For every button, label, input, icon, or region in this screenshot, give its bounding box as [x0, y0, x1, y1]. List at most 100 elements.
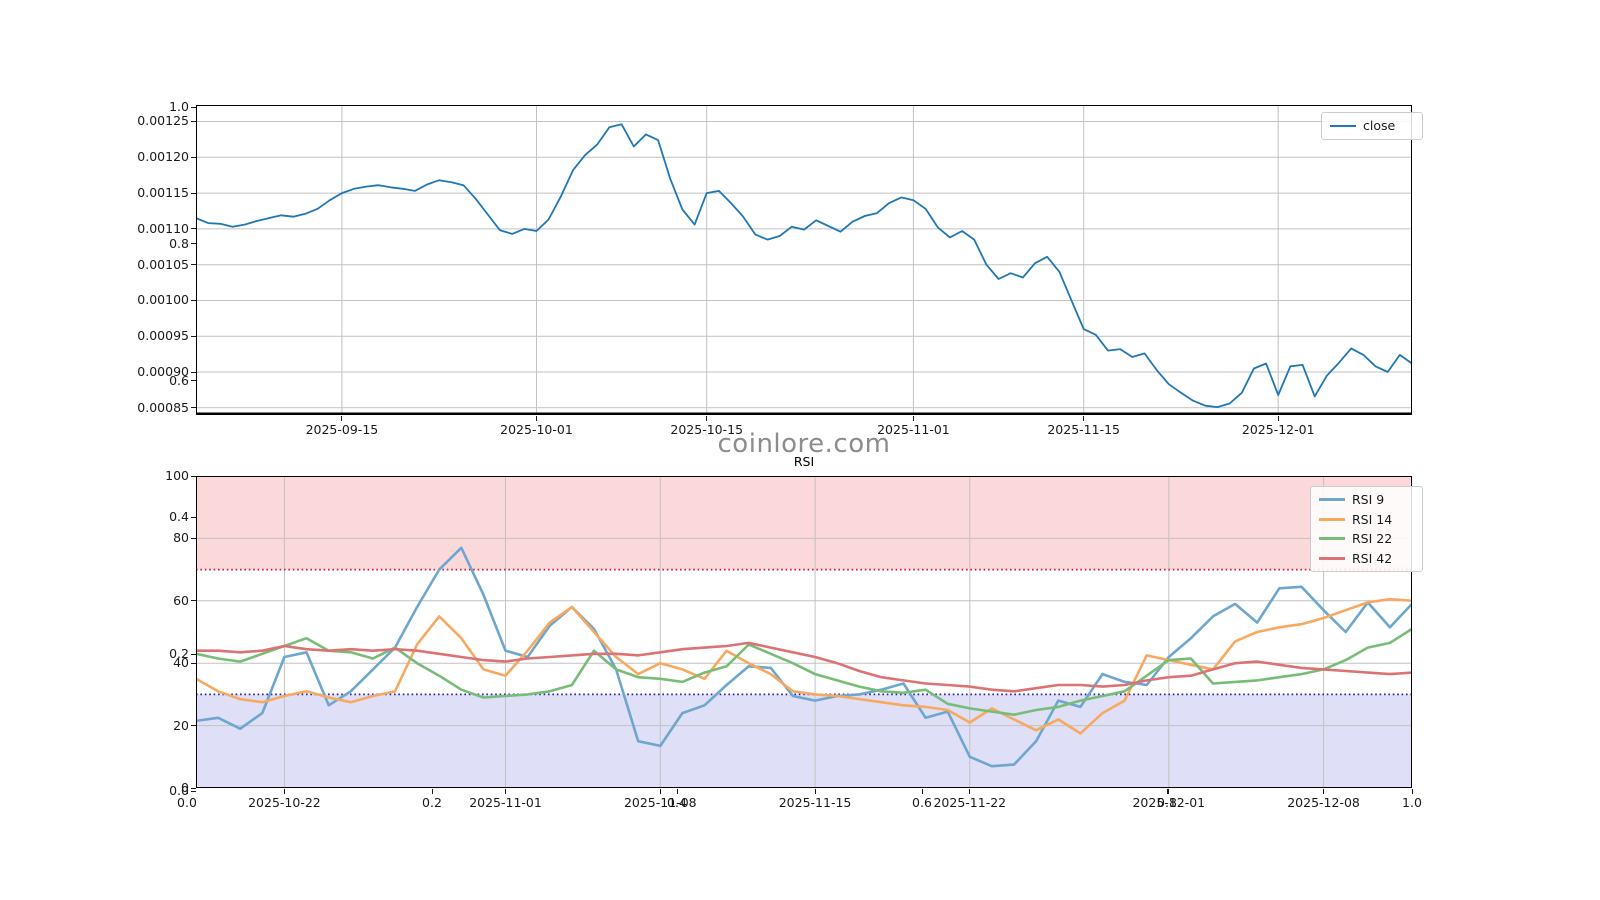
close-line — [196, 123, 1412, 409]
x-tick-mark — [1083, 416, 1085, 421]
legend-box: RSI 9 RSI 14 RSI 22 RSI 42 — [1310, 486, 1423, 572]
y-tick-label: 60 — [173, 592, 189, 608]
watermark-text: coinlore.com — [717, 429, 891, 459]
twin-y-tick-mark — [191, 243, 196, 245]
x-tick-mark — [1168, 789, 1170, 794]
twin-y-tick-mark — [191, 653, 196, 655]
x-tick-mark — [969, 789, 971, 794]
rsi-42-line — [196, 641, 1412, 693]
x-tick-label: 2025-12-08 — [1287, 795, 1360, 810]
x-tick-mark — [535, 416, 537, 421]
x-tick-label: 2025-11-01 — [877, 422, 950, 437]
twin-y-tick-label: 0.2 — [169, 646, 189, 662]
x-tick-mark — [1323, 789, 1325, 794]
twin-y-tick-label: 1.0 — [169, 99, 189, 114]
legend-row: RSI 42 — [1319, 549, 1414, 569]
rsi-9-line — [196, 546, 1412, 768]
twin-x-tick-mark — [1166, 789, 1168, 794]
legend-row: RSI 9 — [1319, 490, 1414, 510]
legend-label: RSI 14 — [1352, 511, 1393, 527]
x-tick-mark — [659, 789, 661, 794]
x-tick-mark — [706, 416, 708, 421]
y-tick-mark — [191, 475, 196, 477]
legend-row: RSI 14 — [1319, 510, 1414, 530]
x-tick-label: 2025-12-01 — [1241, 422, 1315, 437]
legend-line-sample — [1330, 124, 1356, 127]
legend-line-sample — [1319, 537, 1345, 541]
y-tick-label: 40 — [173, 655, 189, 671]
y-tick-mark — [191, 371, 196, 373]
close-price-plot — [196, 105, 1412, 415]
rsi-plot-title: RSI — [793, 454, 815, 469]
legend-label: RSI 9 — [1352, 492, 1385, 508]
twin-x-tick-label: 0.2 — [422, 795, 442, 810]
twin-x-tick-label: 0.6 — [912, 795, 932, 810]
oversold-band — [196, 694, 1412, 788]
y-tick-mark — [191, 787, 196, 789]
y-tick-label: 80 — [173, 530, 189, 546]
x-tick-mark — [814, 789, 816, 794]
y-tick-label: 20 — [173, 717, 189, 733]
y-tick-mark — [191, 192, 196, 194]
x-tick-label: 2025-11-22 — [933, 795, 1007, 810]
twin-y-tick-mark — [191, 380, 196, 382]
rsi-14-line — [196, 597, 1412, 735]
y-tick-label: 0.00100 — [137, 292, 189, 308]
overbought-band — [196, 476, 1412, 570]
y-tick-label: 0.00115 — [137, 185, 189, 201]
axes-spine — [196, 105, 1412, 415]
y-tick-label: 100 — [165, 468, 189, 483]
y-tick-label: 0 — [181, 780, 189, 795]
y-tick-mark — [191, 156, 196, 158]
twin-y-tick-label: 0.0 — [169, 783, 189, 798]
twin-x-tick-label: 0.4 — [667, 795, 687, 810]
y-tick-mark — [191, 662, 196, 664]
y-tick-mark — [191, 228, 196, 230]
twin-x-tick-mark — [1411, 789, 1413, 794]
y-tick-mark — [191, 335, 196, 337]
y-tick-label: 0.00095 — [137, 328, 189, 344]
twin-y-tick-mark — [191, 790, 196, 792]
x-tick-mark — [341, 416, 343, 421]
x-tick-label: 2025-11-15 — [1047, 422, 1120, 437]
twin-x-tick-label: 0.0 — [177, 795, 197, 810]
x-tick-mark — [1277, 416, 1279, 421]
legend-line-sample — [1319, 498, 1345, 502]
x-tick-label: 2025-10-15 — [670, 422, 744, 437]
twin-x-tick-mark — [676, 789, 678, 794]
y-tick-mark — [191, 537, 196, 539]
y-tick-mark — [191, 600, 196, 602]
legend-row: RSI 22 — [1319, 529, 1414, 549]
twin-x-tick-label: 0.8 — [1157, 795, 1177, 810]
x-tick-mark — [283, 789, 285, 794]
y-tick-label: 0.00090 — [137, 364, 189, 380]
x-tick-mark — [912, 416, 914, 421]
x-tick-label: 2025-11-08 — [623, 795, 697, 810]
twin-y-tick-label: 0.8 — [169, 235, 189, 251]
y-tick-mark — [191, 725, 196, 727]
legend-label: RSI 42 — [1352, 550, 1393, 566]
y-tick-mark — [191, 120, 196, 122]
twin-x-tick-mark — [431, 789, 433, 794]
x-tick-mark — [505, 789, 507, 794]
y-tick-mark — [191, 299, 196, 301]
y-tick-label: 0.00110 — [137, 220, 189, 236]
x-tick-label: 2025-10-22 — [248, 795, 321, 810]
y-tick-label: 0.00120 — [137, 149, 189, 165]
y-tick-label: 0.00125 — [137, 113, 189, 129]
legend-row: close — [1330, 116, 1414, 136]
x-tick-label: 2025-09-15 — [305, 422, 379, 437]
twin-x-tick-mark — [921, 789, 923, 794]
x-tick-label: 2025-12-01 — [1132, 795, 1206, 810]
rsi-plot — [196, 476, 1412, 788]
legend-label: RSI 22 — [1352, 531, 1393, 547]
twin-y-tick-label: 0.6 — [169, 372, 189, 388]
legend-line-sample — [1319, 556, 1345, 560]
x-tick-label: 2025-10-01 — [500, 422, 573, 437]
legend-label: close — [1363, 118, 1396, 134]
x-tick-label: 2025-11-15 — [778, 795, 852, 810]
y-tick-label: 0.00085 — [137, 399, 189, 415]
twin-y-tick-mark — [191, 106, 196, 108]
twin-x-tick-mark — [186, 789, 188, 794]
